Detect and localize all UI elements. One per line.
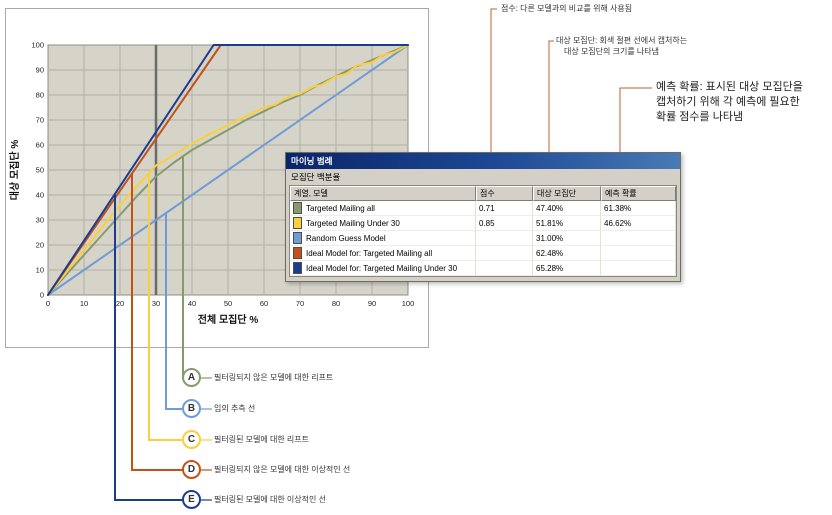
x-tick-label: 0 xyxy=(46,299,50,308)
mining-legend-window: 마이닝 범례 모집단 백분율 계열, 모델 점수 대상 모집단 예측 확률 Ta… xyxy=(285,152,681,282)
y-tick-label: 90 xyxy=(36,66,44,75)
target-population-annotation-line: 대상 모집단의 크기를 나타냄 xyxy=(564,47,659,56)
x-tick-label: 90 xyxy=(368,299,376,308)
legend-row[interactable]: Targeted Mailing Under 30 0.85 51.81% 46.62… xyxy=(290,216,676,231)
model-name: Targeted Mailing Under 30 xyxy=(306,218,400,228)
x-tick-label: 20 xyxy=(116,299,124,308)
legend-title: 마이닝 범례 xyxy=(291,156,333,166)
x-tick-label: 50 xyxy=(224,299,232,308)
x-tick-label: 10 xyxy=(80,299,88,308)
callout-a: A 필터링되지 않은 모델에 대한 리프트 xyxy=(182,368,333,387)
y-tick-label: 50 xyxy=(36,166,44,175)
x-tick-label: 30 xyxy=(152,299,160,308)
y-tick-label: 60 xyxy=(36,141,44,150)
series-color-swatch xyxy=(293,202,302,214)
predict-probability-value xyxy=(601,246,676,261)
y-tick-label: 70 xyxy=(36,116,44,125)
score-value: 0.85 xyxy=(476,216,533,231)
callout-label-d: 필터링되지 않은 모델에 대한 이상적인 선 xyxy=(214,465,351,474)
series-line-targeted-mailing-all[interactable] xyxy=(47,44,409,296)
series-line-random-guess-model[interactable] xyxy=(47,44,409,296)
x-tick-label: 40 xyxy=(188,299,196,308)
y-tick-label: 10 xyxy=(36,266,44,275)
target-population-value: 51.81% xyxy=(533,216,601,231)
y-tick-label: 100 xyxy=(31,41,44,50)
callout-letter-d: D xyxy=(182,460,201,479)
x-tick-label: 60 xyxy=(260,299,268,308)
model-name: Targeted Mailing all xyxy=(306,203,375,213)
x-tick-label: 70 xyxy=(296,299,304,308)
legend-header-row: 계열, 모델 점수 대상 모집단 예측 확률 xyxy=(290,186,676,201)
predict-probability-value xyxy=(601,231,676,246)
predict-probability-annotation-line: 예측 확률: 표시된 대상 모집단을 xyxy=(656,81,803,93)
y-tick-label: 0 xyxy=(40,291,44,300)
column-header-predict-probability[interactable]: 예측 확률 xyxy=(601,186,676,201)
callout-letter-b: B xyxy=(182,399,201,418)
model-name: Random Guess Model xyxy=(306,233,386,243)
series-color-swatch xyxy=(293,232,302,244)
annotation-connector-line xyxy=(490,8,497,152)
callout-d: D 필터링되지 않은 모델에 대한 이상적인 선 xyxy=(182,460,350,479)
legend-titlebar[interactable]: 마이닝 범례 xyxy=(286,153,680,169)
legend-row[interactable]: Random Guess Model 31.00% xyxy=(290,231,676,246)
callout-label-c: 필터링된 모델에 대한 리프트 xyxy=(214,435,309,444)
model-name: Ideal Model for: Targeted Mailing all xyxy=(306,248,433,258)
score-value xyxy=(476,231,533,246)
callout-label-b: 임의 추측 선 xyxy=(214,404,256,413)
y-tick-label: 30 xyxy=(36,216,44,225)
legend-row[interactable]: Ideal Model for: Targeted Mailing all 62.… xyxy=(290,246,676,261)
legend-row[interactable]: Ideal Model for: Targeted Mailing Under … xyxy=(290,261,676,276)
column-header-target-population[interactable]: 대상 모집단 xyxy=(533,186,601,201)
score-value xyxy=(476,246,533,261)
y-tick-label: 80 xyxy=(36,91,44,100)
legend-rows: Targeted Mailing all 0.71 47.40% 61.38% Targ… xyxy=(290,201,676,276)
column-header-series-model[interactable]: 계열, 모델 xyxy=(290,186,476,201)
x-tick-label: 80 xyxy=(332,299,340,308)
y-axis-title: 대상 모집단 % xyxy=(8,140,21,201)
target-population-value: 65.28% xyxy=(533,261,601,276)
x-tick-label: 100 xyxy=(402,299,415,308)
callout-b: B 임의 추측 선 xyxy=(182,399,255,418)
predict-probability-annotation-line: 확률 점수를 나타냄 xyxy=(656,111,744,123)
y-tick-label: 40 xyxy=(36,191,44,200)
predict-probability-annotation-line: 캡처하기 위해 각 예측에 필요한 xyxy=(656,96,800,108)
x-axis-title: 전체 모집단 % xyxy=(198,313,259,326)
model-name: Ideal Model for: Targeted Mailing Under … xyxy=(306,263,458,273)
legend-subtitle: 모집단 백분율 xyxy=(291,172,341,182)
target-population-annotation: 대상 모집단: 회색 절편 선에서 캡처하는 대상 모집단의 크기를 나타냄 xyxy=(556,35,687,57)
y-tick-label: 20 xyxy=(36,241,44,250)
score-value: 0.71 xyxy=(476,201,533,216)
annotation-connector-line xyxy=(548,40,554,152)
callout-label-e: 필터링된 모델에 대한 이상적인 선 xyxy=(214,495,326,504)
callout-letter-a: A xyxy=(182,368,201,387)
callout-c: C 필터링된 모델에 대한 리프트 xyxy=(182,430,309,449)
callout-label-a: 필터링되지 않은 모델에 대한 리프트 xyxy=(214,373,334,382)
annotation-connector-line xyxy=(619,87,652,152)
legend-row[interactable]: Targeted Mailing all 0.71 47.40% 61.38% xyxy=(290,201,676,216)
score-annotation-line: 점수: 다른 모델과의 비교를 위해 사용됨 xyxy=(501,4,633,13)
predict-probability-annotation: 예측 확률: 표시된 대상 모집단을 캡처하기 위해 각 예측에 필요한 확률 … xyxy=(656,80,803,125)
series-color-swatch xyxy=(293,247,302,259)
target-population-value: 62.48% xyxy=(533,246,601,261)
score-annotation: 점수: 다른 모델과의 비교를 위해 사용됨 xyxy=(501,3,632,14)
target-population-annotation-line: 대상 모집단: 회색 절편 선에서 캡처하는 xyxy=(556,36,688,45)
target-population-value: 31.00% xyxy=(533,231,601,246)
legend-table: 계열, 모델 점수 대상 모집단 예측 확률 Targeted Mailing … xyxy=(289,185,677,277)
series-color-swatch xyxy=(293,217,302,229)
callout-e: E 필터링된 모델에 대한 이상적인 선 xyxy=(182,490,326,509)
callout-letter-e: E xyxy=(182,490,201,509)
series-line-ideal-model-for-targeted-mailing-under-30[interactable] xyxy=(47,44,409,296)
predict-probability-value: 46.62% xyxy=(601,216,676,231)
predict-probability-value xyxy=(601,261,676,276)
callout-letter-c: C xyxy=(182,430,201,449)
score-value xyxy=(476,261,533,276)
predict-probability-value: 61.38% xyxy=(601,201,676,216)
column-header-score[interactable]: 점수 xyxy=(476,186,533,201)
series-color-swatch xyxy=(293,262,302,274)
target-population-value: 47.40% xyxy=(533,201,601,216)
